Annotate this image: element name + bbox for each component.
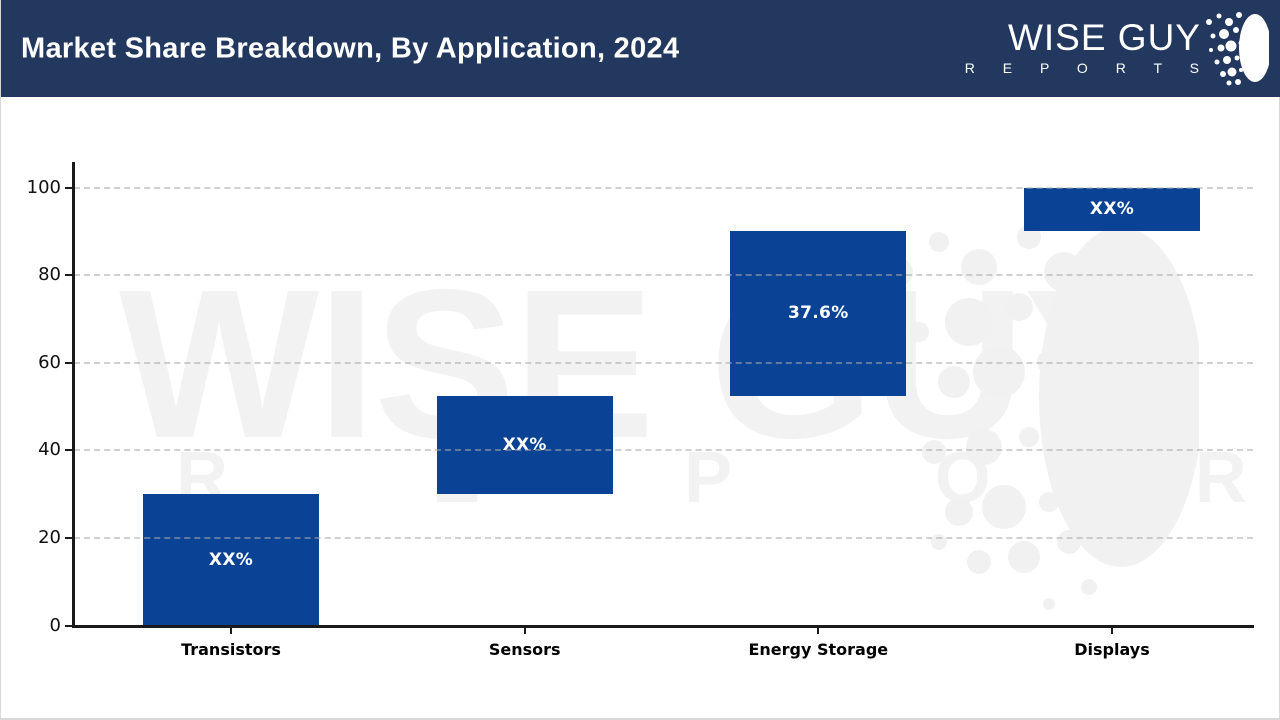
bar-displays: XX% bbox=[1024, 187, 1200, 231]
bar-transistors: XX% bbox=[143, 494, 319, 626]
x-category-label: Sensors bbox=[488, 640, 561, 659]
x-category-label: Transistors bbox=[181, 640, 281, 659]
bar-value-label: 37.6% bbox=[788, 303, 849, 324]
y-tick-label: 0 bbox=[49, 614, 61, 636]
x-category-label: Energy Storage bbox=[748, 640, 889, 659]
gridline-y-100 bbox=[74, 186, 1253, 189]
brand-logo-primary: WISE GUY bbox=[1007, 17, 1201, 58]
y-tick-label: 100 bbox=[26, 176, 61, 198]
x-axis-line bbox=[72, 625, 1254, 628]
gridline-y-80 bbox=[74, 274, 1253, 277]
bar-value-label: XX% bbox=[208, 549, 254, 570]
page-title: Market Share Breakdown, By Application, … bbox=[21, 32, 680, 64]
gridline-y-60 bbox=[74, 361, 1253, 364]
brand-logo: WISE GUY R E P O R T S bbox=[965, 6, 1269, 91]
x-tick-mark bbox=[1111, 625, 1113, 634]
y-tick-label: 40 bbox=[38, 439, 61, 461]
y-tick-mark bbox=[65, 449, 74, 452]
y-tick-mark bbox=[65, 624, 74, 627]
y-tick-mark bbox=[65, 361, 74, 364]
brand-head-dots-icon bbox=[1206, 12, 1269, 86]
y-tick-label: 80 bbox=[38, 264, 61, 286]
gridline-y-20 bbox=[74, 536, 1253, 539]
bar-sensors: XX% bbox=[436, 395, 613, 495]
y-tick-mark bbox=[65, 274, 74, 277]
x-tick-mark bbox=[523, 625, 526, 634]
y-tick-mark bbox=[65, 536, 74, 539]
brand-logo-text: WISE GUY R E P O R T S bbox=[965, 17, 1201, 75]
x-tick-mark bbox=[817, 625, 820, 634]
bar-energy-storage: 37.6% bbox=[730, 230, 907, 396]
x-tick-mark bbox=[230, 625, 232, 634]
bar-value-label: XX% bbox=[1089, 199, 1135, 220]
y-tick-mark bbox=[65, 186, 74, 189]
y-tick-label: 60 bbox=[38, 351, 61, 373]
x-category-label: Displays bbox=[1074, 640, 1150, 659]
brand-logo-secondary: R E P O R T S bbox=[964, 59, 1211, 76]
y-tick-label: 20 bbox=[38, 526, 61, 548]
gridline-y-40 bbox=[74, 449, 1253, 452]
bar-value-label: XX% bbox=[502, 434, 547, 455]
header-banner: Market Share Breakdown, By Application, … bbox=[1, 0, 1280, 97]
y-axis-line bbox=[72, 162, 75, 628]
